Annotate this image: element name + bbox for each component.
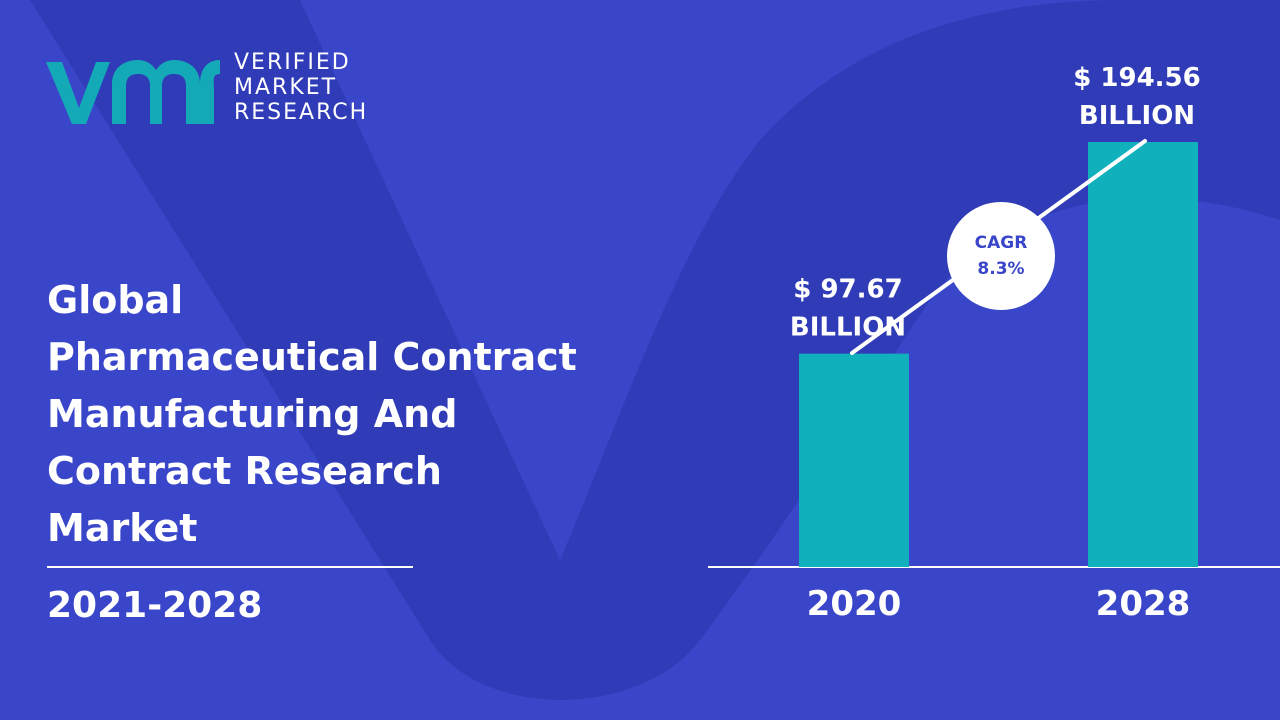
data-label-value: $ 97.67 xyxy=(793,275,902,305)
background-v-shape xyxy=(30,0,1280,700)
title-line: Global xyxy=(47,278,184,322)
cagr-value: 8.3% xyxy=(977,259,1024,279)
title-divider xyxy=(47,566,413,568)
data-label-value: $ 194.56 xyxy=(1073,63,1200,93)
brand-line-verified: VERIFIED xyxy=(234,50,351,75)
forecast-period: 2021-2028 xyxy=(47,585,263,626)
x-tick-label: 2028 xyxy=(1096,584,1191,624)
page-title: Global Pharmaceutical Contract Manufactu… xyxy=(47,272,667,557)
title-line: Manufacturing And xyxy=(47,392,458,436)
title-line: Contract Research xyxy=(47,449,442,493)
cagr-label: CAGR xyxy=(975,233,1028,253)
x-tick-label: 2020 xyxy=(807,584,902,624)
cagr-badge xyxy=(947,202,1055,310)
brand-line-market: MARKET xyxy=(234,75,338,100)
title-line: Market xyxy=(47,506,198,550)
brand-logo: VERIFIED MARKET RESEARCH xyxy=(42,50,368,130)
bar-2028 xyxy=(1088,142,1198,567)
data-label-unit: BILLION xyxy=(1079,101,1195,131)
title-line: Pharmaceutical Contract xyxy=(47,335,577,379)
vmr-logo-icon xyxy=(46,60,220,124)
brand-name: VERIFIED MARKET RESEARCH xyxy=(234,50,368,125)
brand-line-research: RESEARCH xyxy=(234,100,369,125)
bar-2020 xyxy=(799,353,909,567)
